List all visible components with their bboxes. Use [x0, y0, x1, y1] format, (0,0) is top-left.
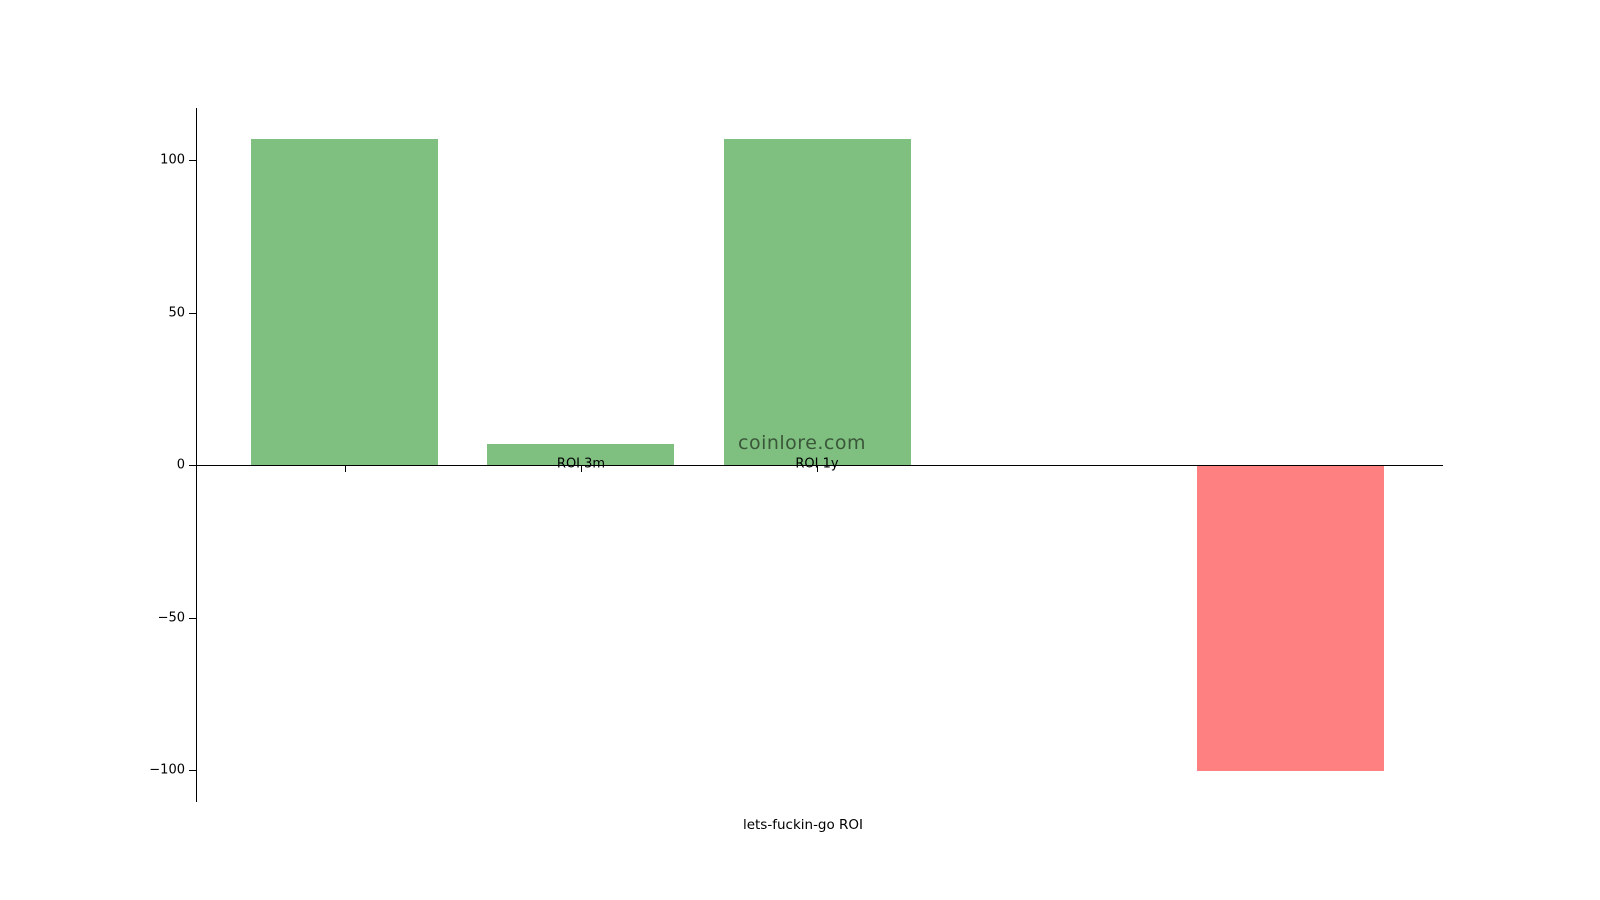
x-tick-mark — [581, 465, 582, 472]
y-tick-label: 0 — [176, 457, 185, 473]
y-tick-mark — [189, 313, 196, 314]
chart-title: lets-fuckin-go ROI — [742, 817, 864, 833]
y-tick-label: 100 — [160, 152, 185, 168]
x-tick-mark — [817, 465, 818, 472]
y-tick-mark — [189, 160, 196, 161]
x-tick-mark — [345, 465, 346, 472]
y-tick-mark — [189, 465, 196, 466]
y-axis-spine — [196, 108, 197, 802]
y-tick-label: 50 — [168, 305, 185, 321]
x-tick-label-roi-3m: ROI 3m — [556, 456, 606, 472]
watermark-coinlore: coinlore.com — [738, 432, 866, 454]
bar-roi-1y — [724, 139, 911, 465]
y-tick-mark — [189, 618, 196, 619]
x-tick-label-roi-1y: ROI 1y — [795, 456, 839, 472]
y-tick-label: −50 — [157, 610, 185, 626]
y-tick-mark — [189, 770, 196, 771]
bar-unlabeled-0 — [251, 139, 438, 465]
bar-roi-3m — [487, 444, 674, 465]
x-axis-zero-line — [196, 465, 1443, 466]
bar-unlabeled-4 — [1197, 466, 1384, 771]
y-tick-label: −100 — [149, 762, 185, 778]
